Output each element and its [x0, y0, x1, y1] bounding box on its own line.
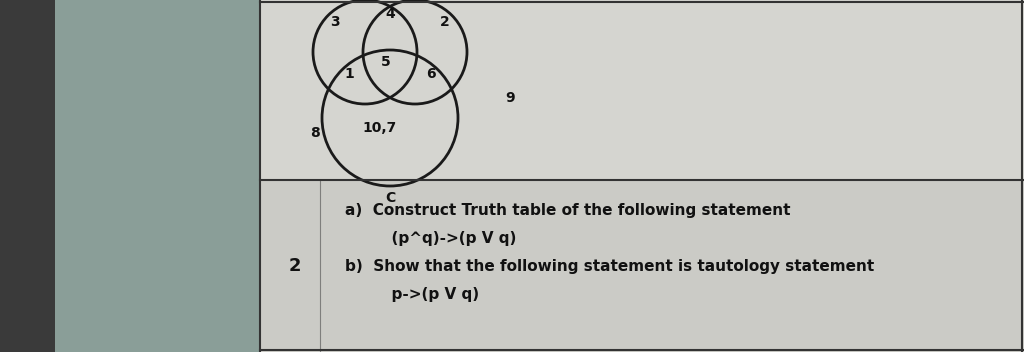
Bar — [260, 180, 1024, 352]
Text: 5: 5 — [381, 55, 391, 69]
Bar — [0, 0, 55, 352]
Text: 10,7: 10,7 — [362, 121, 397, 135]
Text: 2: 2 — [289, 257, 301, 275]
Text: 4: 4 — [385, 7, 395, 21]
Bar — [260, 0, 1024, 180]
Text: C: C — [385, 191, 395, 205]
Text: 6: 6 — [426, 67, 436, 81]
Text: p->(p V q): p->(p V q) — [360, 287, 479, 302]
Text: 8: 8 — [310, 126, 319, 140]
Text: 3: 3 — [330, 15, 340, 29]
Bar — [55, 0, 260, 352]
Text: 2: 2 — [440, 15, 450, 29]
Text: 9: 9 — [505, 91, 515, 105]
Text: (p^q)->(p V q): (p^q)->(p V q) — [360, 231, 516, 245]
Text: a)  Construct Truth table of the following statement: a) Construct Truth table of the followin… — [345, 202, 791, 218]
Text: b)  Show that the following statement is tautology statement: b) Show that the following statement is … — [345, 258, 874, 274]
Text: 1: 1 — [344, 67, 354, 81]
